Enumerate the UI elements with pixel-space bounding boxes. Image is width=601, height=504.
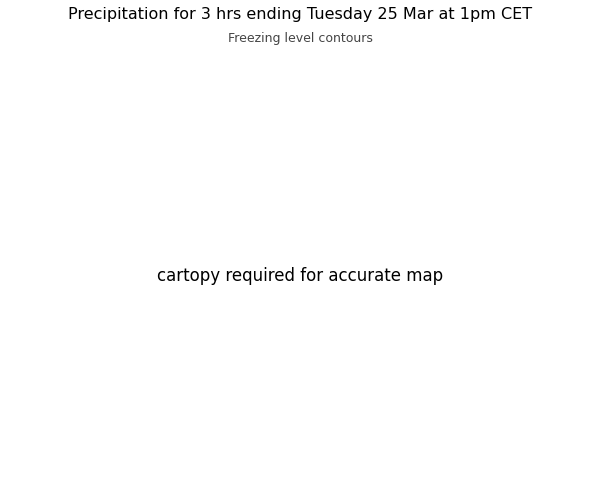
Text: Precipitation for 3 hrs ending Tuesday 25 Mar at 1pm CET: Precipitation for 3 hrs ending Tuesday 2… bbox=[69, 7, 532, 22]
Text: Freezing level contours: Freezing level contours bbox=[228, 32, 373, 45]
Text: cartopy required for accurate map: cartopy required for accurate map bbox=[157, 267, 444, 285]
